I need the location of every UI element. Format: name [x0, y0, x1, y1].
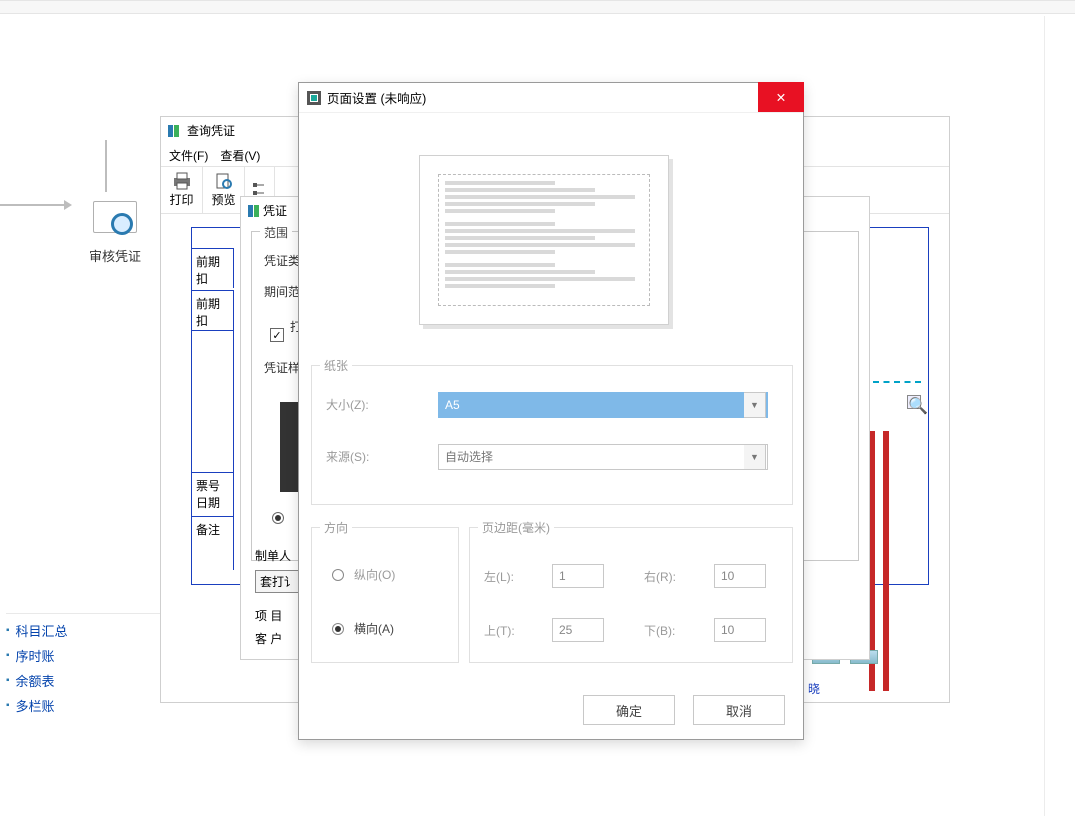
menu-view[interactable]: 查看(V): [220, 147, 260, 164]
page-setup-icon: [307, 91, 321, 105]
voucher-right-strip: 🔍: [861, 331, 925, 701]
paper-group: 纸张 大小(Z): A5 ▼ 来源(S): 自动选择 ▼: [311, 365, 793, 505]
margin-right-input[interactable]: [714, 564, 766, 588]
paper-source-select[interactable]: 自动选择: [438, 444, 768, 470]
print-checkbox[interactable]: ✓: [270, 328, 284, 342]
sidebar-links: 科目汇总 序时账 余额表 多栏账: [6, 613, 166, 718]
paper-source-label: 来源(S):: [326, 448, 369, 465]
row-remark-label: 备注: [196, 523, 220, 537]
toolbar-print-label: 打印: [169, 191, 193, 208]
row-pre1-label: 前期扣: [196, 255, 220, 286]
ok-button[interactable]: 确定: [583, 695, 675, 725]
cust-label: 客 户: [255, 630, 301, 647]
paper-caption: 纸张: [320, 357, 352, 374]
paper-size-select[interactable]: A5: [438, 392, 768, 418]
portrait-label: 纵向(O): [354, 566, 395, 583]
scope-caption: 范围: [260, 224, 292, 241]
margin-bottom-label: 下(B):: [644, 622, 675, 639]
sidebar-link-balance[interactable]: 余额表: [6, 668, 166, 693]
page-preview: [419, 155, 669, 325]
frag-xiao: 晓: [808, 680, 820, 697]
printer-icon: [172, 172, 192, 190]
chevron-down-icon[interactable]: ▼: [744, 392, 766, 418]
paper-size-label: 大小(Z):: [326, 396, 369, 413]
margin-right-label: 右(R):: [644, 568, 676, 585]
toolbar-preview-button[interactable]: 预览: [203, 167, 245, 213]
margin-top-input[interactable]: [552, 618, 604, 642]
margin-top-label: 上(T):: [484, 622, 515, 639]
sidebar-link-journal[interactable]: 序时账: [6, 643, 166, 668]
margins-caption: 页边距(毫米): [478, 519, 554, 536]
orientation-caption: 方向: [320, 519, 352, 536]
orientation-landscape-radio[interactable]: 横向(A): [332, 620, 394, 637]
landscape-label: 横向(A): [354, 620, 394, 637]
row-ticket-label: 票号 日期: [196, 479, 220, 510]
flow-audit-voucher[interactable]: 审核凭证: [70, 195, 160, 265]
orientation-portrait-radio[interactable]: 纵向(O): [332, 566, 395, 583]
orientation-group: 方向 纵向(O) 横向(A): [311, 527, 459, 663]
preview-icon: [214, 172, 234, 190]
query-window-title: 查询凭证: [187, 122, 235, 139]
maker-label: 制单人: [255, 547, 301, 564]
app-icon: [167, 123, 183, 139]
margin-bottom-input[interactable]: [714, 618, 766, 642]
toolbar-print-button[interactable]: 打印: [161, 167, 203, 213]
item-label: 项 目: [255, 607, 301, 624]
sidebar-link-multicol[interactable]: 多栏账: [6, 693, 166, 718]
sidebar-link-subject-summary[interactable]: 科目汇总: [6, 618, 166, 643]
page-setup-title: 页面设置 (未响应): [327, 88, 426, 107]
margins-group: 页边距(毫米) 左(L): 右(R): 上(T): 下(B):: [469, 527, 793, 663]
flow-audit-label: 审核凭证: [70, 246, 160, 265]
page-setup-dialog: 页面设置 (未响应) ✕ 纸张 大小(Z): A5 ▼ 来源(S): 自动选择 …: [298, 82, 804, 740]
chevron-down-icon[interactable]: ▼: [744, 444, 766, 470]
row-pre2-label: 前期扣: [196, 297, 220, 328]
cancel-button[interactable]: 取消: [693, 695, 785, 725]
dialog-close-button[interactable]: ✕: [758, 82, 804, 112]
app-icon: [247, 203, 263, 219]
magnifier-doc-icon: [85, 195, 145, 240]
margin-left-input[interactable]: [552, 564, 604, 588]
search-small-icon[interactable]: 🔍: [907, 395, 921, 409]
menu-file[interactable]: 文件(F): [169, 147, 208, 164]
scope-radio[interactable]: [272, 512, 284, 524]
voucher-detail-title: 凭证: [263, 202, 287, 219]
margin-left-label: 左(L):: [484, 568, 514, 585]
toolbar-preview-label: 预览: [211, 191, 235, 208]
print-template-button[interactable]: 套打讠: [255, 570, 301, 593]
